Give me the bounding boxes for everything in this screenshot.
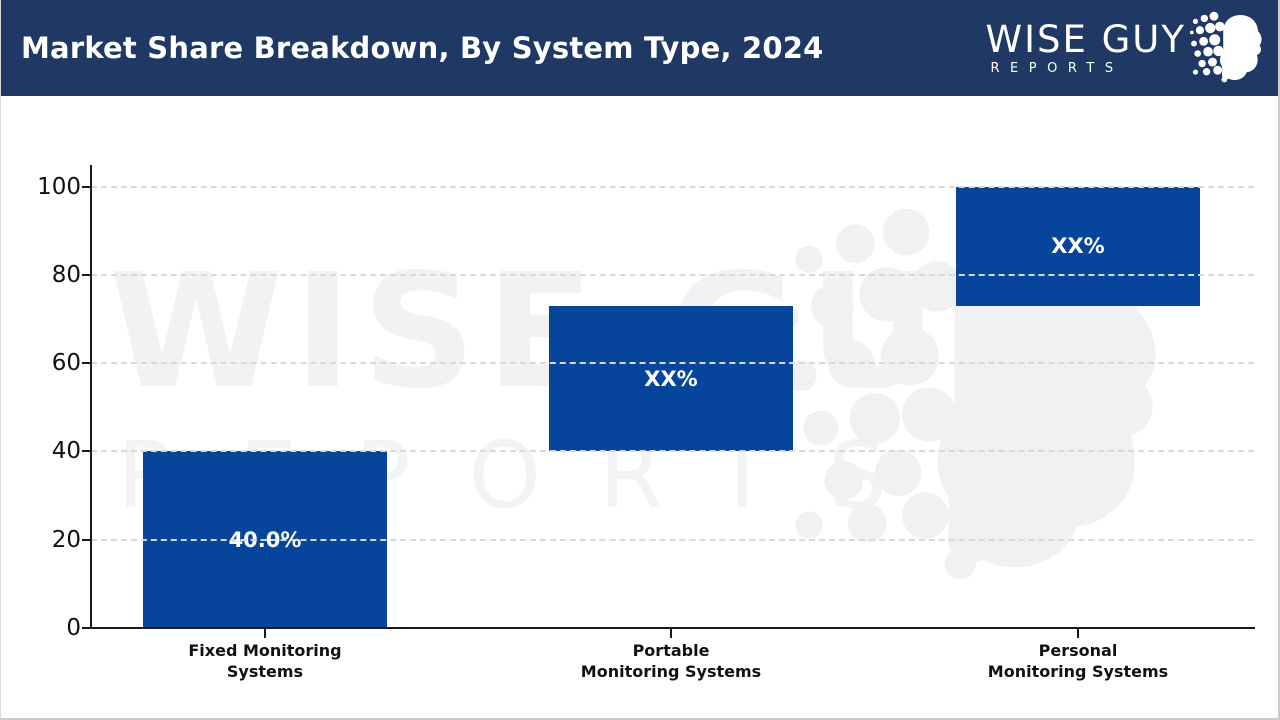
bar-segment: XX% (956, 186, 1200, 306)
header-bar: Market Share Breakdown, By System Type, … (1, 0, 1278, 96)
x-category-label-line: Monitoring Systems (580, 662, 762, 682)
y-tick-mark (82, 362, 91, 365)
x-category-label-line: Personal (1038, 641, 1118, 660)
x-category-label: Personal Monitoring Systems (908, 640, 1248, 682)
bar-value-label: XX% (1051, 234, 1105, 259)
wiseguy-head-icon (1189, 11, 1262, 83)
x-category-label-line: Portable (632, 641, 710, 660)
y-axis (90, 165, 92, 629)
bar-value-label: XX% (644, 366, 698, 391)
y-tick-label: 40 (51, 438, 81, 465)
logo-text: WISE GUY REPORTS (986, 21, 1186, 76)
x-category-label: Portable Monitoring Systems (501, 640, 841, 682)
y-tick-mark (82, 185, 91, 188)
y-tick-mark (82, 450, 91, 453)
x-category-label-line: Fixed Monitoring (188, 641, 342, 660)
y-tick-label: 80 (51, 261, 81, 288)
x-category-label: Fixed Monitoring Systems (95, 640, 435, 682)
x-axis (90, 627, 1255, 629)
x-tick-mark (670, 629, 672, 638)
y-tick-label: 100 (37, 173, 81, 200)
logo-wordmark: WISE GUY (985, 17, 1186, 61)
chart-title: Market Share Breakdown, By System Type, … (21, 31, 824, 65)
gridline-100 (91, 185, 1254, 188)
y-tick-mark (82, 627, 91, 629)
x-tick-mark (1077, 629, 1079, 638)
y-tick-mark (82, 273, 91, 276)
x-category-label-line: Monitoring Systems (987, 662, 1169, 682)
y-tick-label: 0 (66, 615, 81, 641)
gridline-80 (91, 273, 1254, 276)
x-category-label-line: Systems (226, 662, 304, 682)
y-tick-label: 20 (51, 526, 81, 553)
brand-logo: WISE GUY REPORTS (986, 11, 1278, 85)
bar-segment: XX% (549, 305, 793, 452)
gridline-20 (91, 538, 1254, 541)
gridline-40 (91, 450, 1254, 453)
logo-subtext: REPORTS (990, 60, 1124, 76)
y-tick-label: 60 (51, 350, 81, 377)
gridline-60 (91, 362, 1254, 365)
x-tick-mark (264, 629, 266, 638)
y-tick-mark (82, 538, 91, 541)
